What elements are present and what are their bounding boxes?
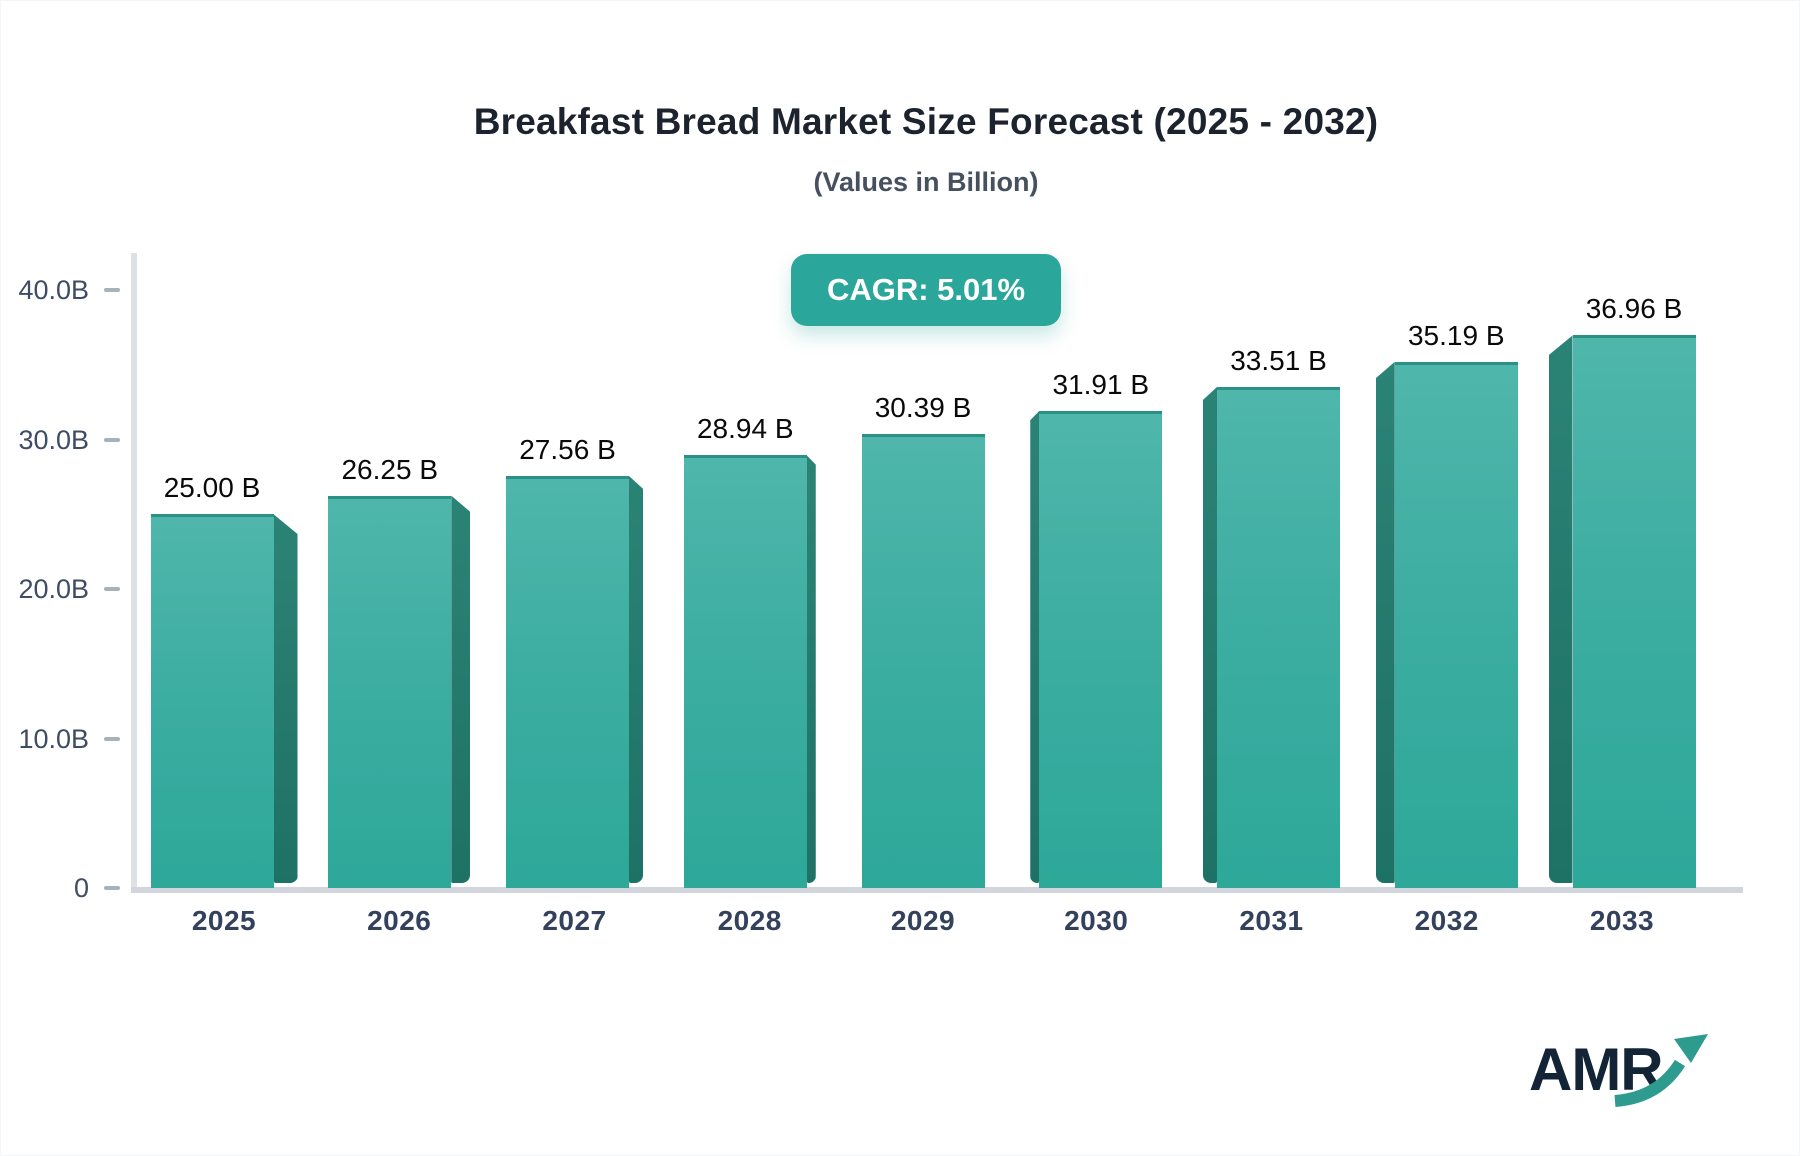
bar-2025-side-panel bbox=[273, 514, 298, 883]
bar-2031[interactable] bbox=[1217, 387, 1340, 888]
bar-2030-side-panel bbox=[1030, 410, 1040, 883]
bar-2027-side-panel bbox=[629, 475, 643, 883]
y-tick-mark bbox=[104, 288, 120, 292]
x-axis-label: 2026 bbox=[367, 905, 432, 936]
bar-2033-side-panel bbox=[1548, 335, 1573, 883]
bar-2025[interactable] bbox=[150, 514, 274, 888]
bar-value-label: 25.00 B bbox=[163, 472, 261, 504]
cagr-badge: CAGR: 5.01% bbox=[791, 254, 1061, 326]
bar-value-label: 30.39 B bbox=[874, 391, 972, 423]
x-axis-label: 2031 bbox=[1239, 905, 1304, 936]
y-tick-label: 0 bbox=[73, 873, 89, 903]
chart-title: Breakfast Bread Market Size Forecast (20… bbox=[473, 101, 1379, 142]
bar-value-label: 36.96 B bbox=[1585, 293, 1683, 325]
bar-2028[interactable] bbox=[683, 455, 807, 888]
x-axis-label: 2030 bbox=[1064, 905, 1129, 936]
bar-2031-side-panel bbox=[1203, 387, 1217, 883]
bar-2032[interactable] bbox=[1394, 361, 1518, 888]
bar-2027[interactable] bbox=[506, 475, 629, 888]
bar-2029[interactable] bbox=[861, 433, 985, 888]
growth-arrow-icon bbox=[1614, 1034, 1708, 1107]
y-tick-mark bbox=[104, 736, 120, 741]
bar-2030[interactable] bbox=[1039, 410, 1163, 888]
y-tick-mark bbox=[104, 587, 120, 591]
y-axis-line bbox=[131, 253, 137, 893]
y-tick-label: 40.0B bbox=[18, 275, 89, 305]
x-axis-label: 2027 bbox=[542, 905, 607, 936]
bar-2033[interactable] bbox=[1572, 335, 1696, 888]
amr-logo: AMR bbox=[1529, 1027, 1739, 1119]
bar-value-label: 28.94 B bbox=[696, 413, 794, 445]
bar-2032-side-panel bbox=[1375, 361, 1395, 883]
y-tick-label: 20.0B bbox=[18, 574, 89, 604]
x-axis-label: 2033 bbox=[1589, 905, 1655, 936]
x-axis-label: 2028 bbox=[717, 905, 782, 936]
bar-2028-side-panel bbox=[806, 455, 816, 883]
bar-value-label: 35.19 B bbox=[1407, 319, 1505, 351]
bar-2026[interactable] bbox=[328, 495, 452, 888]
x-axis-line bbox=[131, 887, 1743, 893]
x-axis-label: 2032 bbox=[1414, 905, 1479, 936]
y-tick-label: 30.0B bbox=[18, 424, 89, 455]
bar-value-label: 33.51 B bbox=[1230, 345, 1327, 377]
y-tick-mark bbox=[104, 886, 120, 890]
chart-subtitle: (Values in Billion) bbox=[813, 167, 1039, 197]
bar-value-label: 27.56 B bbox=[519, 433, 616, 465]
bar-value-label: 26.25 B bbox=[341, 453, 439, 485]
x-axis-label: 2025 bbox=[191, 905, 257, 936]
y-tick-label: 10.0B bbox=[18, 723, 89, 754]
y-tick-mark bbox=[104, 437, 120, 442]
bar-value-label: 31.91 B bbox=[1052, 368, 1150, 400]
x-axis-label: 2029 bbox=[890, 905, 956, 936]
bar-2026-side-panel bbox=[451, 495, 471, 883]
